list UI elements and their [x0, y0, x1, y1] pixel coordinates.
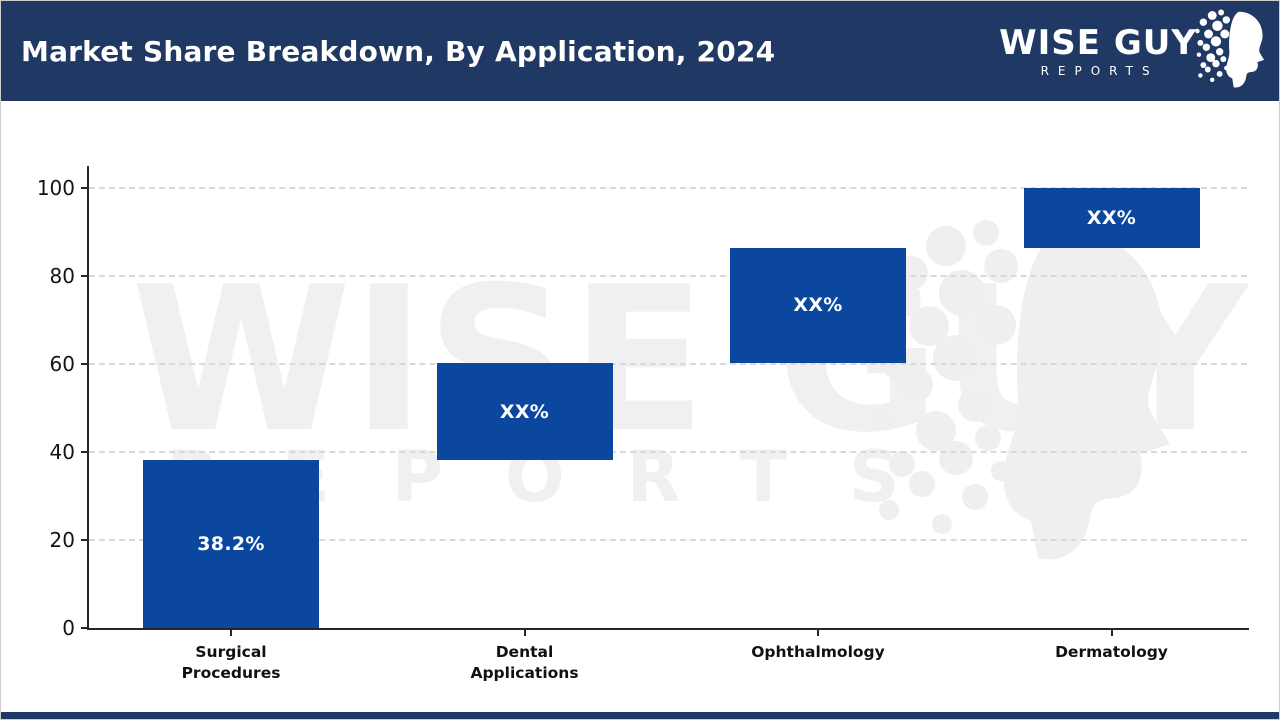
- bar-dental-applications: XX%: [436, 363, 613, 460]
- x-tick-label-line: Ophthalmology: [751, 643, 885, 661]
- y-tick-mark-80: [81, 275, 88, 277]
- y-tick-mark-100: [81, 187, 88, 189]
- x-tick-label-surgical-procedures: Surgical Procedures: [116, 642, 346, 684]
- gridline-40: [89, 451, 1247, 453]
- y-axis-line: [87, 166, 89, 630]
- bar-ophthalmology: XX%: [730, 247, 906, 364]
- x-tick-label-line: Dental: [495, 643, 554, 661]
- x-axis-line: [87, 628, 1249, 630]
- bar-value-label: XX%: [499, 400, 550, 423]
- footer-stripe: [1, 712, 1279, 719]
- logo-text: WISE GUY REPORTS: [999, 26, 1197, 77]
- x-tick-mark-dental-applications: [523, 630, 526, 636]
- gridline-20: [89, 539, 1247, 541]
- gridline-60: [89, 363, 1247, 365]
- x-tick-label-ophthalmology: Ophthalmology: [703, 642, 933, 663]
- y-tick-label-0: 0: [62, 616, 75, 640]
- wiseguy-logo: WISE GUY REPORTS: [999, 7, 1267, 95]
- y-tick-mark-0: [81, 627, 88, 629]
- y-tick-label-60: 60: [49, 352, 75, 376]
- x-tick-mark-dermatology: [1110, 630, 1113, 636]
- bar-value-label: XX%: [793, 294, 843, 317]
- x-tick-mark-ophthalmology: [817, 630, 819, 636]
- bar-surgical-procedures: 38.2%: [143, 459, 319, 628]
- y-tick-mark-20: [81, 539, 88, 541]
- x-tick-label-line: Surgical: [195, 643, 267, 661]
- x-tick-label-dental-applications: Dental Applications: [410, 642, 640, 684]
- y-tick-label-80: 80: [49, 264, 75, 288]
- y-tick-mark-60: [81, 363, 88, 365]
- gridline-100: [89, 187, 1247, 189]
- x-tick-label-line: Dermatology: [1055, 643, 1168, 661]
- bar-value-label: 38.2%: [197, 532, 265, 555]
- logo-face-icon: [1195, 9, 1265, 88]
- y-tick-label-40: 40: [49, 440, 75, 464]
- logo-subtitle: REPORTS: [1040, 63, 1159, 78]
- x-tick-label-line: Applications: [470, 664, 579, 682]
- x-tick-label-dermatology: Dermatology: [997, 642, 1227, 663]
- y-tick-mark-40: [81, 451, 88, 453]
- logo-wordmark: WISE GUY: [999, 22, 1197, 63]
- x-tick-label-line: Procedures: [181, 664, 281, 682]
- bar-value-label: XX%: [1086, 206, 1137, 229]
- y-tick-label-20: 20: [49, 528, 75, 552]
- chart-title: Market Share Breakdown, By Application, …: [21, 34, 776, 68]
- y-tick-label-100: 100: [36, 176, 75, 200]
- watermark-face-icon: [873, 220, 1170, 560]
- bar-dermatology: XX%: [1023, 188, 1200, 248]
- header-bar: Market Share Breakdown, By Application, …: [1, 1, 1279, 101]
- x-tick-mark-surgical-procedures: [230, 630, 232, 636]
- gridline-80: [89, 275, 1247, 277]
